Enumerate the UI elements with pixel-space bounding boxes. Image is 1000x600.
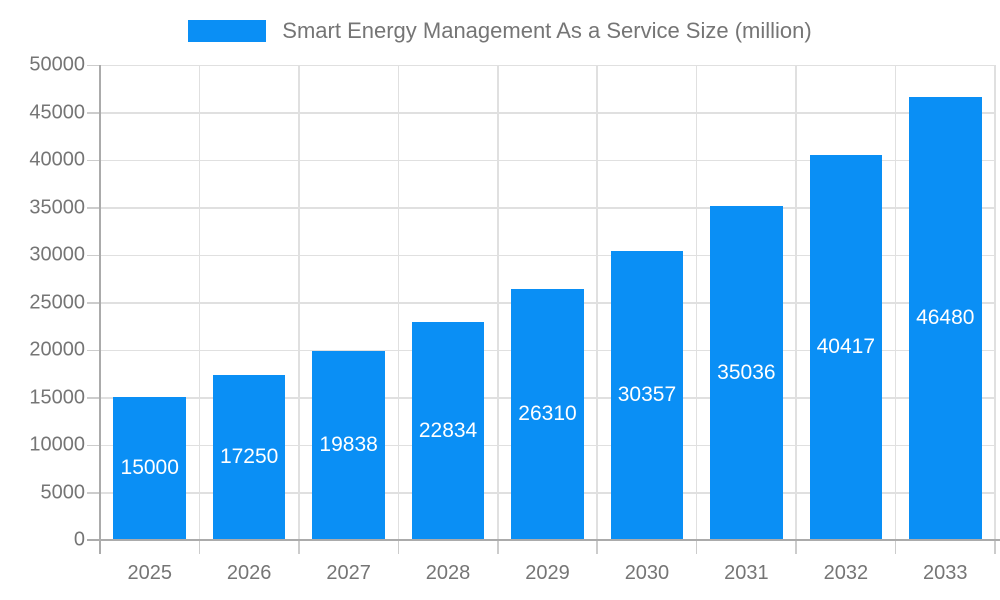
bar-2031[interactable]: 35036 [710,206,783,539]
bar-value-label: 26310 [518,402,577,426]
x-tick [795,540,797,554]
bar-2033[interactable]: 46480 [908,97,982,539]
y-tick [87,492,100,494]
bar-value-label: 15000 [120,455,179,479]
bar-2032[interactable]: 40417 [809,155,883,539]
bar-2027[interactable]: 19838 [312,350,385,539]
y-tick [87,254,100,256]
x-gridline [198,65,201,540]
y-tick [87,112,100,114]
y-axis-label: 15000 [29,386,85,408]
bar-2025[interactable]: 15000 [113,396,187,539]
legend-swatch [188,20,267,42]
y-axis-label: 35000 [29,196,85,218]
bar-value-label: 46480 [916,306,975,330]
bar-2028[interactable]: 22834 [411,322,485,539]
x-axis-label: 2033 [923,562,968,584]
bar-2030[interactable]: 30357 [610,250,684,539]
y-axis-line [99,65,101,554]
x-tick [596,540,598,554]
y-tick [87,302,100,304]
x-axis-label: 2025 [127,562,172,584]
bar-2026[interactable]: 17250 [212,375,286,539]
y-axis-label: 50000 [29,53,85,76]
x-tick [994,540,996,554]
x-gridline [497,65,499,540]
y-gridline [100,112,995,114]
y-gridline [100,254,995,256]
bar-value-label: 30357 [617,382,677,406]
bar-value-label: 22834 [418,418,478,442]
x-tick [497,540,499,554]
y-axis-label: 10000 [29,433,85,456]
x-axis-label: 2028 [425,562,471,584]
x-axis-line [87,539,1000,541]
y-gridline [100,207,995,209]
bar-value-label: 19838 [319,432,378,456]
y-axis-label: 25000 [29,291,85,313]
y-axis-label: 45000 [29,101,85,123]
y-axis-label: 20000 [29,338,85,361]
bar-value-label: 35036 [717,360,776,384]
x-axis-label: 2032 [823,562,869,584]
y-tick [87,397,100,399]
x-axis-label: 2031 [724,562,769,584]
y-axis-label: 0 [73,528,85,551]
x-tick [695,540,698,554]
x-gridline [397,65,400,540]
y-gridline [100,159,995,161]
y-tick [87,207,100,209]
x-axis-label: 2027 [326,562,371,584]
x-tick [397,540,400,554]
y-tick [87,159,100,161]
legend[interactable]: Smart Energy Management As a Service Siz… [0,18,1000,44]
x-tick [298,540,300,554]
y-tick [87,349,100,351]
legend-label: Smart Energy Management As a Service Siz… [282,18,812,43]
x-gridline [894,65,897,540]
x-gridline [695,65,698,540]
y-axis-label: 30000 [29,243,85,266]
y-tick [87,444,100,446]
x-gridline [994,65,996,540]
bar-2029[interactable]: 26310 [511,289,584,539]
x-axis-label: 2030 [624,562,670,584]
x-tick [894,540,897,554]
x-tick [198,540,201,554]
y-tick [87,64,100,66]
x-gridline [298,65,300,540]
x-gridline [596,65,598,540]
y-axis-label: 5000 [40,481,86,503]
x-gridline [795,65,797,540]
bar-value-label: 40417 [816,335,876,358]
x-axis-label: 2026 [226,562,272,584]
bar-value-label: 17250 [219,445,279,469]
y-axis-label: 40000 [29,148,85,171]
x-axis-label: 2029 [525,562,570,584]
y-gridline [100,64,995,66]
